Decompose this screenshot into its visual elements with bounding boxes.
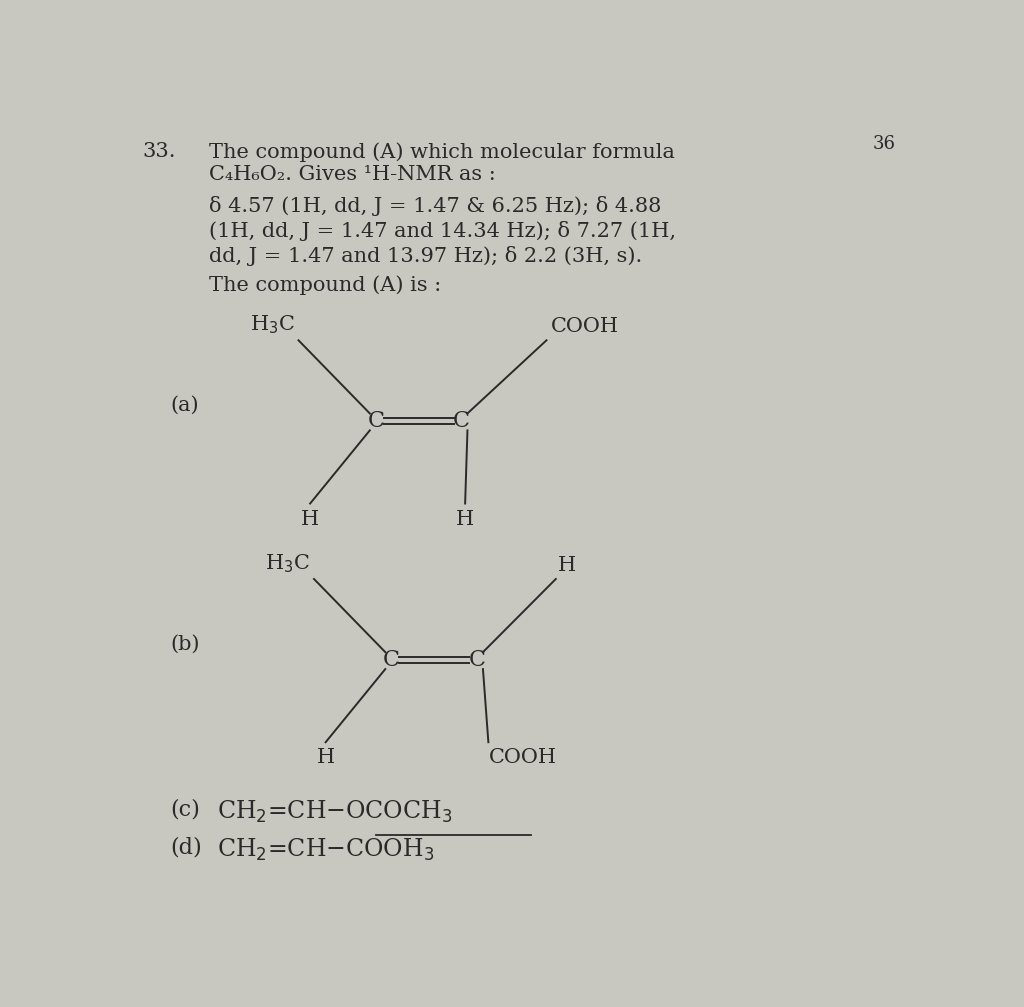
Text: CH$_2$=CH$-$COOH$_3$: CH$_2$=CH$-$COOH$_3$ [217, 837, 434, 863]
Text: H: H [456, 510, 474, 529]
Text: C: C [468, 649, 485, 671]
Text: (b): (b) [171, 635, 200, 654]
Text: C₄H₆O₂. Gives ¹H-NMR as :: C₄H₆O₂. Gives ¹H-NMR as : [209, 165, 496, 184]
Text: dd, J = 1.47 and 13.97 Hz); δ 2.2 (3H, s).: dd, J = 1.47 and 13.97 Hz); δ 2.2 (3H, s… [209, 246, 643, 266]
Text: (1H, dd, J = 1.47 and 14.34 Hz); δ 7.27 (1H,: (1H, dd, J = 1.47 and 14.34 Hz); δ 7.27 … [209, 221, 677, 241]
Text: 33.: 33. [142, 142, 175, 161]
Text: (a): (a) [171, 396, 200, 415]
Text: H$_3$C: H$_3$C [250, 314, 295, 336]
Text: C: C [453, 410, 470, 432]
Text: δ 4.57 (1H, dd, J = 1.47 & 6.25 Hz); δ 4.88: δ 4.57 (1H, dd, J = 1.47 & 6.25 Hz); δ 4… [209, 196, 662, 217]
Text: 36: 36 [872, 135, 895, 153]
Text: H: H [558, 556, 577, 575]
Text: The compound (A) which molecular formula: The compound (A) which molecular formula [209, 142, 675, 162]
Text: COOH: COOH [488, 748, 556, 767]
Text: COOH: COOH [550, 317, 618, 336]
Text: C: C [368, 410, 384, 432]
Text: H: H [301, 510, 319, 529]
Text: The compound (A) is :: The compound (A) is : [209, 275, 441, 294]
Text: C: C [383, 649, 400, 671]
Text: H$_3$C: H$_3$C [265, 553, 310, 575]
Text: (d): (d) [171, 837, 203, 859]
Text: (c): (c) [171, 799, 201, 821]
Text: CH$_2$=CH$-$OCOCH$_3$: CH$_2$=CH$-$OCOCH$_3$ [217, 799, 453, 825]
Text: H: H [316, 748, 335, 767]
